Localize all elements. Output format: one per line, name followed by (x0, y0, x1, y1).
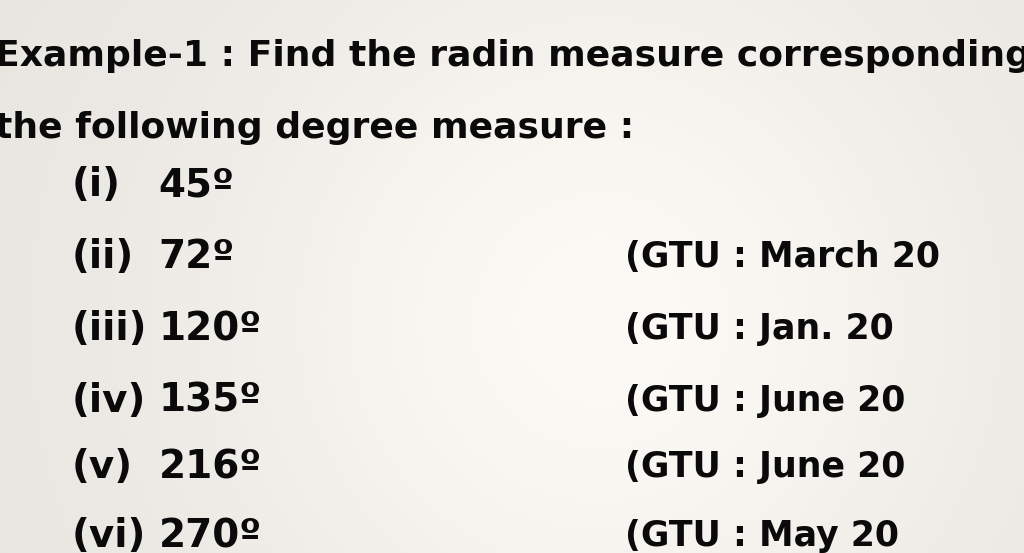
Text: (iii): (iii) (72, 310, 147, 348)
Text: 270º: 270º (159, 518, 262, 553)
Text: 45º: 45º (159, 166, 234, 204)
Text: (GTU : March 20: (GTU : March 20 (625, 240, 940, 274)
Text: (GTU : May 20: (GTU : May 20 (625, 519, 899, 553)
Text: 135º: 135º (159, 382, 262, 420)
Text: the following degree measure :: the following degree measure : (0, 111, 634, 144)
Text: Example-1 : Find the radin measure corresponding: Example-1 : Find the radin measure corre… (0, 39, 1024, 72)
Text: (vi): (vi) (72, 518, 146, 553)
Text: 72º: 72º (159, 238, 234, 276)
Text: (v): (v) (72, 448, 133, 486)
Text: (GTU : June 20: (GTU : June 20 (625, 384, 905, 418)
Text: (iv): (iv) (72, 382, 146, 420)
Text: 216º: 216º (159, 448, 262, 486)
Text: (GTU : June 20: (GTU : June 20 (625, 450, 905, 484)
Text: (ii): (ii) (72, 238, 134, 276)
Text: (i): (i) (72, 166, 121, 204)
Text: (GTU : Jan. 20: (GTU : Jan. 20 (625, 312, 893, 346)
Text: 120º: 120º (159, 310, 262, 348)
